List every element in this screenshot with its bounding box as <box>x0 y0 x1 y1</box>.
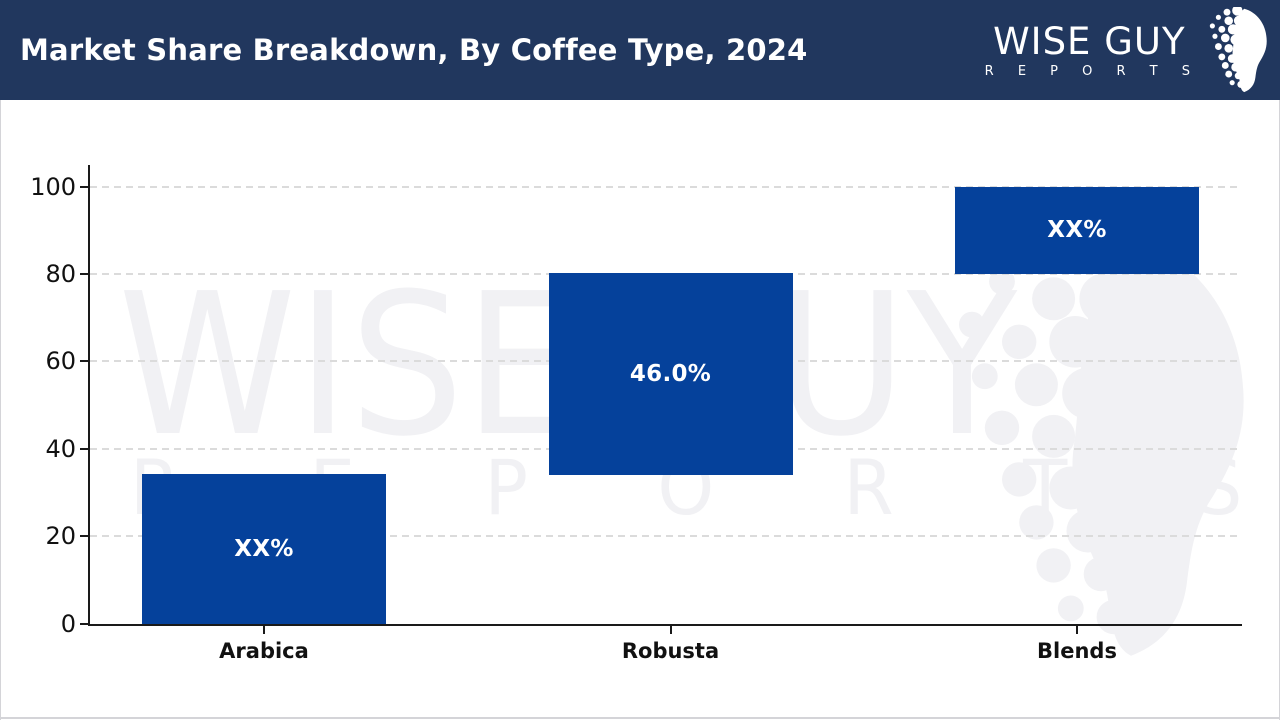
page-border-left <box>0 100 1 720</box>
bar-value-label: XX% <box>234 536 294 563</box>
y-tick-mark <box>80 535 88 538</box>
plot-area: WISE GUY R E P O R T S 0 20 40 60 80 100 XX% Ar… <box>0 100 1280 720</box>
x-tick-mark <box>669 625 672 634</box>
brand-logo: WISE GUY R E P O R T S <box>979 4 1270 96</box>
y-tick-mark <box>80 273 88 276</box>
y-tick-mark <box>80 622 88 625</box>
x-category-label: Blends <box>1037 638 1117 663</box>
brand-subtitle: R E P O R T S <box>984 63 1200 79</box>
y-tick-label: 60 <box>45 347 76 376</box>
y-tick-label: 0 <box>60 609 76 638</box>
x-tick-mark <box>263 625 265 634</box>
bar-arabica: XX% <box>142 474 386 625</box>
bar-blends: XX% <box>955 186 1199 275</box>
header-bar: Market Share Breakdown, By Coffee Type, … <box>0 0 1280 100</box>
page-border-bottom <box>0 717 1280 719</box>
bar-value-label: 46.0% <box>629 361 712 388</box>
y-tick-mark <box>80 360 88 363</box>
y-tick-label: 80 <box>45 260 76 289</box>
y-grid-line <box>90 535 1242 538</box>
bar-value-label: XX% <box>1047 217 1107 244</box>
y-tick-label: 40 <box>45 434 76 463</box>
y-tick-label: 20 <box>45 522 76 551</box>
y-axis-line <box>88 165 90 626</box>
y-grid-line <box>90 185 1242 188</box>
x-tick-mark <box>1076 625 1078 634</box>
x-axis-line <box>88 623 1242 626</box>
dotted-face-icon <box>1209 7 1267 93</box>
x-category-label: Robusta <box>621 638 720 663</box>
brand-logo-text: WISE GUY R E P O R T S <box>979 23 1200 78</box>
chart-title: Market Share Breakdown, By Coffee Type, … <box>20 33 808 67</box>
brand-wordmark: WISE GUY <box>993 19 1186 63</box>
y-tick-label: 100 <box>30 172 76 201</box>
x-category-label: Arabica <box>219 638 309 663</box>
y-tick-mark <box>80 185 88 188</box>
bar-robusta: 46.0% <box>548 273 793 476</box>
y-tick-mark <box>80 447 88 450</box>
